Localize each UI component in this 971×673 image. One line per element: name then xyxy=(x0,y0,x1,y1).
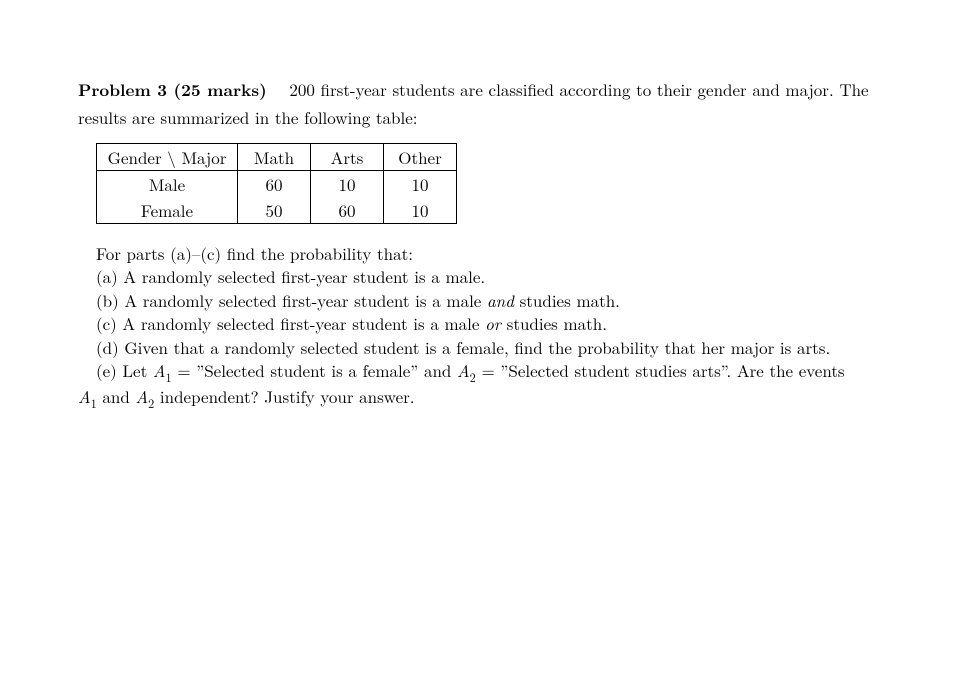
var-A2-final: A xyxy=(136,384,149,408)
table-header-cell: Gender \ Major xyxy=(97,143,238,170)
page-content: Problem 3 (25 marks) 200 first-year stud… xyxy=(0,0,971,412)
sub-2-final: 2 xyxy=(148,394,154,412)
table-header-cell: Other xyxy=(384,143,457,170)
table-cell: 60 xyxy=(311,197,384,224)
part-e-continuation: A1 and A2 independent? Justify your answ… xyxy=(78,385,903,411)
part-e-mid2: = ”Selected student studies arts”. Are t… xyxy=(476,358,845,382)
var-A1: A xyxy=(153,358,166,382)
part-e-pre: (e) Let xyxy=(96,358,153,382)
intro-text-1 xyxy=(272,77,289,101)
part-c-em: or xyxy=(485,311,501,335)
table-cell: Male xyxy=(97,170,238,197)
final-tail: independent? Justify your answer. xyxy=(154,384,414,408)
intro-text-1b: 200 first-year students are classified a… xyxy=(289,77,868,101)
table-row: Female 50 60 10 xyxy=(97,197,457,224)
table-row: Male 60 10 10 xyxy=(97,170,457,197)
table-cell: Female xyxy=(97,197,238,224)
table-cell: 60 xyxy=(238,170,311,197)
part-e: (e) Let A1 = ”Selected student is a fema… xyxy=(96,359,903,385)
table-header-row: Gender \ Major Math Arts Other xyxy=(97,143,457,170)
data-table: Gender \ Major Math Arts Other Male 60 1… xyxy=(96,143,457,224)
part-a: (a) A randomly selected first-year stude… xyxy=(96,265,903,288)
sub-2: 2 xyxy=(470,368,476,386)
part-b: (b) A randomly selected first-year stude… xyxy=(96,289,903,312)
part-c-pre: (c) A randomly selected first-year stude… xyxy=(96,311,485,335)
part-c-post: studies math. xyxy=(501,311,607,335)
table-cell: 10 xyxy=(311,170,384,197)
part-c: (c) A randomly selected first-year stude… xyxy=(96,312,903,335)
final-and: and xyxy=(97,384,136,408)
parts-block: For parts (a)–(c) find the probability t… xyxy=(96,242,903,386)
part-e-mid1: = ”Selected student is a female” and xyxy=(172,358,457,382)
table-cell: 10 xyxy=(384,170,457,197)
parts-lead: For parts (a)–(c) find the probability t… xyxy=(96,242,903,265)
sub-1: 1 xyxy=(166,368,172,386)
problem-heading-line1: Problem 3 (25 marks) 200 first-year stud… xyxy=(78,78,903,102)
var-A2: A xyxy=(457,358,470,382)
sub-1-final: 1 xyxy=(91,394,97,412)
table-header-cell: Arts xyxy=(311,143,384,170)
var-A1-final: A xyxy=(78,384,91,408)
table-cell: 50 xyxy=(238,197,311,224)
part-b-em: and xyxy=(487,288,514,312)
problem-number: Problem 3 (25 marks) xyxy=(78,78,267,102)
part-b-pre: (b) A randomly selected first-year stude… xyxy=(96,288,487,312)
problem-heading-line2: results are summarized in the following … xyxy=(78,106,903,129)
table-cell: 10 xyxy=(384,197,457,224)
part-d: (d) Given that a randomly selected stude… xyxy=(96,336,903,359)
table-header-cell: Math xyxy=(238,143,311,170)
part-b-post: studies math. xyxy=(514,288,620,312)
